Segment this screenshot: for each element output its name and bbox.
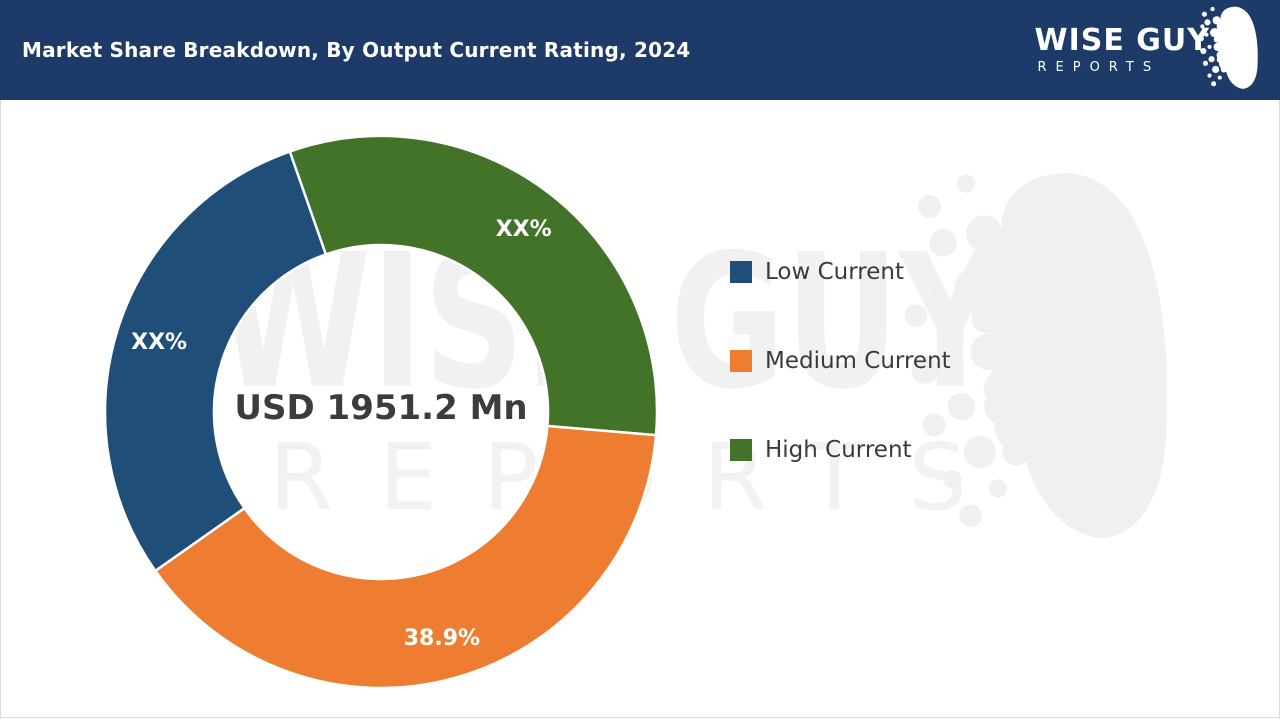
chart-region: WISE GUY REPORTS XX%38.9%XX% USD 1951.2 … (0, 100, 1280, 718)
segment-value-label: XX% (131, 330, 187, 355)
legend-item-low-current: Low Current (730, 257, 951, 287)
legend-swatch-low-current (730, 261, 752, 283)
legend-label: High Current (765, 437, 912, 463)
donut-chart: XX% 38.9% XX% (103, 134, 659, 690)
legend-item-medium-current: Medium Current (730, 346, 951, 376)
wise-guy-reports-logo: WISE GUY REPORTS (1034, 6, 1262, 94)
legend-item-high-current: High Current (730, 435, 951, 465)
logo-subtitle: REPORTS (1037, 60, 1161, 75)
chart-legend: Low Current Medium Current High Current (730, 257, 951, 465)
legend-label: Medium Current (765, 348, 951, 374)
chart-center-value: USD 1951.2 Mn (234, 388, 528, 428)
legend-swatch-medium-current (730, 350, 752, 372)
segment-value-label: XX% (496, 217, 552, 242)
donut-segment-low-current (103, 150, 328, 573)
segment-value-label: 38.9% (404, 626, 480, 651)
logo-wordmark: WISE GUY (1034, 23, 1210, 58)
legend-label: Low Current (765, 259, 904, 285)
legend-swatch-high-current (730, 439, 752, 461)
header-bar: Market Share Breakdown, By Output Curren… (0, 0, 1280, 100)
page-title: Market Share Breakdown, By Output Curren… (22, 38, 691, 62)
donut-segment-high-current (288, 134, 659, 437)
logo-text: WISE GUY REPORTS (1034, 23, 1210, 76)
watermark-face-profile-icon (904, 172, 1168, 539)
donut-segment-medium-current (154, 424, 658, 690)
face-profile-icon (1200, 6, 1258, 89)
